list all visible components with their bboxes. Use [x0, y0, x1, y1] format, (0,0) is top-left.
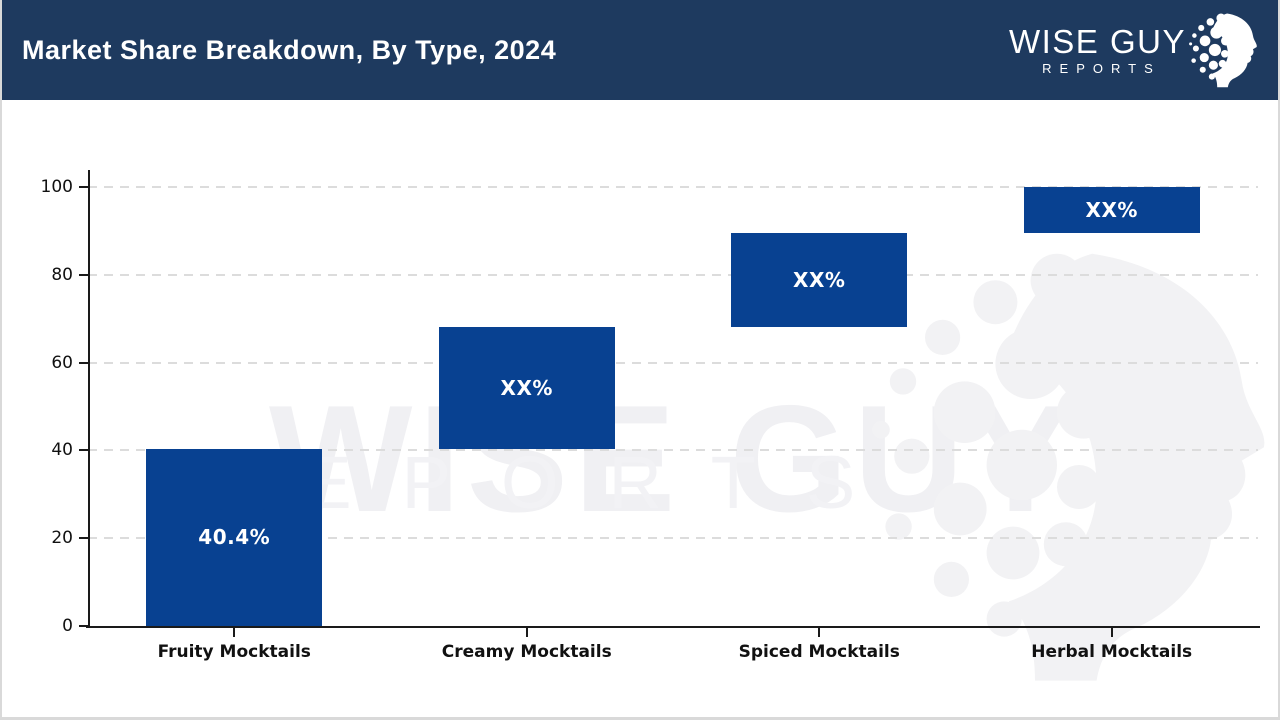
dotted-head-icon [1189, 13, 1257, 88]
y-tick-label: 40 [51, 440, 73, 461]
bar-value-label: XX% [793, 268, 846, 293]
chart-area: WISE GUY REPORTS 0 20 40 60 80 100 40.4% Fruity… [2, 100, 1278, 717]
x-axis-tick [1110, 628, 1113, 637]
category-label: Fruity Mocktails [157, 642, 311, 662]
y-tick-label: 100 [40, 177, 73, 197]
logo-primary-text: WISE GUY [1008, 23, 1186, 60]
x-axis [86, 626, 1260, 628]
y-axis-tick [79, 273, 88, 276]
bar-value-label: 40.4% [198, 525, 271, 550]
y-tick-label: 20 [51, 528, 73, 549]
y-tick-label: 80 [51, 264, 73, 285]
y-axis-tick [79, 361, 88, 364]
bar-creamy-mocktails: XX% [438, 327, 615, 449]
bar-fruity-mocktails: 40.4% [146, 448, 323, 626]
wise-guy-reports-logo: WISE GUY REPORTS [1009, 12, 1260, 88]
y-axis-tick [79, 449, 88, 452]
bar-herbal-mocktails: XX% [1023, 187, 1200, 234]
gridline [88, 361, 1258, 364]
bar-value-label: XX% [1085, 198, 1138, 223]
y-axis [88, 170, 90, 628]
y-axis-tick [79, 537, 88, 540]
logo-secondary-text: REPORTS [1042, 61, 1161, 76]
y-axis-tick [79, 186, 88, 188]
x-axis-tick [525, 628, 528, 637]
header-bar: Market Share Breakdown, By Type, 2024 WI… [2, 0, 1278, 100]
y-axis-tick [79, 625, 88, 627]
logo-text: WISE GUY REPORTS [1009, 25, 1186, 75]
page-title: Market Share Breakdown, By Type, 2024 [22, 34, 557, 65]
gridline [88, 186, 1258, 188]
gridline [88, 449, 1258, 452]
category-label: Herbal Mocktails [1031, 642, 1193, 662]
y-tick-label: 60 [51, 352, 73, 373]
bar-spiced-mocktails: XX% [731, 233, 908, 328]
watermark-head-icon [872, 253, 1265, 681]
y-tick-label: 0 [62, 616, 73, 636]
gridline [88, 273, 1258, 276]
bar-value-label: XX% [500, 376, 553, 401]
category-label: Spiced Mocktails [738, 642, 900, 662]
x-axis-tick [233, 628, 236, 637]
gridline [88, 537, 1258, 540]
x-axis-tick [818, 628, 821, 637]
category-label: Creamy Mocktails [441, 642, 612, 662]
